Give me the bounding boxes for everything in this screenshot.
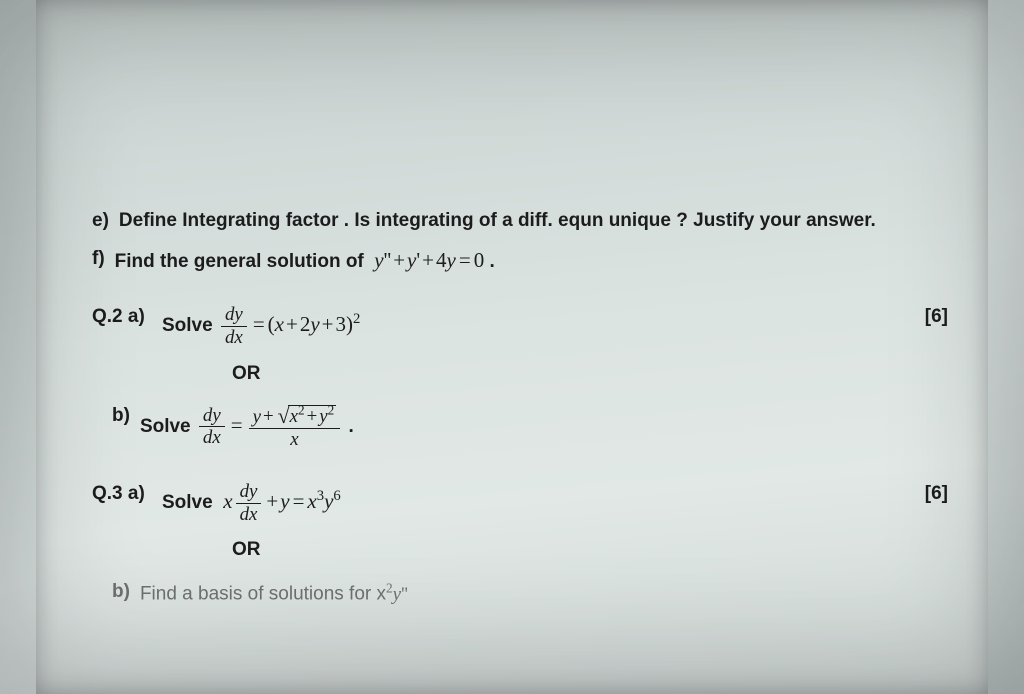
q1f-text: Find the general solution of y''+y'+4y=0…	[115, 246, 495, 275]
q3a-line: Solve xdydx+y=x3y6	[162, 481, 341, 525]
q2a-marks: [6]	[925, 304, 948, 330]
q3a-frac-den: dx	[240, 504, 258, 525]
q3-item-b: b) Find a basis of solutions for x2y''	[92, 579, 958, 607]
q2b-label: b)	[112, 403, 130, 429]
q2-item-b: b) Solve dydx=y+√x2+y2x .	[92, 403, 958, 451]
q2b-suffix: .	[348, 416, 353, 437]
q3b-exp: 2	[386, 580, 393, 595]
q2b-verb: Solve	[140, 416, 191, 437]
q3a-frac-num: dy	[240, 481, 258, 502]
q3b-text: Find a basis of solutions for x	[140, 584, 386, 605]
q2b-line: Solve dydx=y+√x2+y2x .	[140, 403, 354, 451]
q2a-frac-num: dy	[225, 304, 243, 325]
q2a-frac-den: dx	[225, 327, 243, 348]
q2a-exp: 2	[353, 311, 360, 327]
q2a-equation: dydx=(x+2y+3)2	[218, 312, 360, 336]
q3a-equation: xdydx+y=x3y6	[218, 489, 341, 513]
q3a-label: Q.3 a)	[92, 481, 152, 507]
q1f-prefix: Find the general solution of	[115, 251, 364, 272]
q3-or: OR	[232, 539, 261, 560]
q3b-line: Find a basis of solutions for x2y''	[140, 579, 408, 607]
q3a-verb: Solve	[162, 492, 213, 513]
q1f-suffix: .	[489, 251, 494, 272]
q3a-exp2: 6	[333, 488, 340, 504]
q1f-label: f)	[92, 246, 105, 272]
q1e-text: Define Integrating factor . Is integrati…	[119, 208, 876, 234]
q2a-verb: Solve	[162, 315, 213, 336]
q2b-frac-den: dx	[203, 427, 221, 448]
q3-item-a: Q.3 a) Solve xdydx+y=x3y6 [6]	[92, 481, 958, 525]
q2-or: OR	[232, 363, 261, 384]
q1-item-f: f) Find the general solution of y''+y'+4…	[92, 246, 958, 275]
q3b-label: b)	[112, 579, 130, 605]
q2-item-a: Q.2 a) Solve dydx=(x+2y+3)2 [6]	[92, 304, 958, 348]
q1-item-e: e) Define Integrating factor . Is integr…	[92, 208, 958, 234]
q2a-label: Q.2 a)	[92, 304, 152, 330]
q2-or-row: OR	[92, 363, 958, 385]
q2a-line: Solve dydx=(x+2y+3)2	[162, 304, 360, 348]
q2b-equation: dydx=y+√x2+y2x	[196, 413, 349, 437]
q2b-frac-num: dy	[203, 405, 221, 426]
q1f-equation: y''+y'+4y=0	[369, 248, 489, 272]
q1e-label: e)	[92, 208, 109, 234]
q3a-exp1: 3	[317, 488, 324, 504]
exam-sheet: e) Define Integrating factor . Is integr…	[36, 0, 988, 694]
q3a-marks: [6]	[925, 481, 948, 507]
q3-or-row: OR	[92, 539, 958, 561]
